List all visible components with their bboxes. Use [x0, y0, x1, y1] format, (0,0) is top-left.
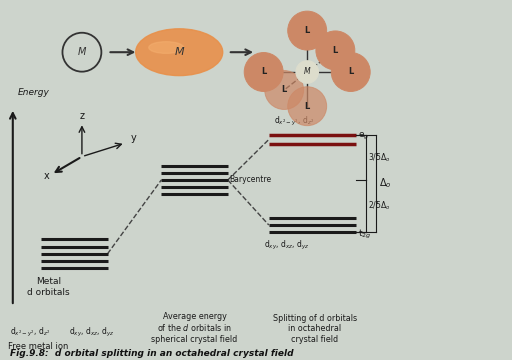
Text: d$_{xy}$, d$_{xz}$, d$_{yz}$: d$_{xy}$, d$_{xz}$, d$_{yz}$ [264, 239, 309, 252]
Text: d$_{xy}$, d$_{xz}$, d$_{yz}$: d$_{xy}$, d$_{xz}$, d$_{yz}$ [69, 326, 115, 339]
Text: d$_{x^2-y^2}$, d$_{z^2}$: d$_{x^2-y^2}$, d$_{z^2}$ [10, 326, 51, 339]
Text: Free metal ion: Free metal ion [8, 342, 69, 351]
Text: L: L [261, 68, 266, 77]
Ellipse shape [316, 31, 355, 70]
Ellipse shape [244, 53, 283, 91]
Text: z: z [79, 111, 84, 121]
Text: Fig.9.8:  d orbital splitting in an octahedral crystal field: Fig.9.8: d orbital splitting in an octah… [10, 349, 294, 358]
Ellipse shape [288, 87, 327, 126]
Text: L: L [305, 102, 310, 111]
Text: M: M [78, 47, 86, 57]
Text: d$_{x^2-y^2}$, d$_{z^2}$: d$_{x^2-y^2}$, d$_{z^2}$ [274, 115, 314, 128]
Text: e$_g$: e$_g$ [358, 131, 370, 142]
Ellipse shape [296, 61, 318, 83]
Ellipse shape [136, 29, 223, 76]
Text: M: M [175, 47, 184, 57]
Text: Energy: Energy [18, 88, 50, 97]
Text: Splitting of d orbitals
in octahedral
crystal field: Splitting of d orbitals in octahedral cr… [273, 314, 357, 344]
Text: Metal
d orbitals: Metal d orbitals [27, 277, 70, 297]
Ellipse shape [148, 42, 183, 53]
Text: Average energy
of the $d$ orbitals in
spherical crystal field: Average energy of the $d$ orbitals in sp… [152, 312, 238, 344]
Text: L: L [333, 46, 338, 55]
Text: $\Delta_o$: $\Delta_o$ [379, 177, 392, 190]
Text: 2/5$\Delta_o$: 2/5$\Delta_o$ [368, 200, 390, 212]
Text: 3/5$\Delta_o$: 3/5$\Delta_o$ [368, 151, 390, 164]
Text: L: L [282, 85, 287, 94]
Text: y: y [131, 134, 136, 144]
Text: t$_{2g}$: t$_{2g}$ [358, 228, 372, 240]
Text: L: L [348, 68, 353, 77]
Ellipse shape [265, 71, 304, 109]
Text: Barycentre: Barycentre [229, 175, 271, 184]
Text: M: M [304, 68, 310, 77]
Text: x: x [44, 171, 49, 181]
Ellipse shape [331, 53, 370, 91]
Text: L: L [305, 26, 310, 35]
Ellipse shape [288, 11, 327, 50]
